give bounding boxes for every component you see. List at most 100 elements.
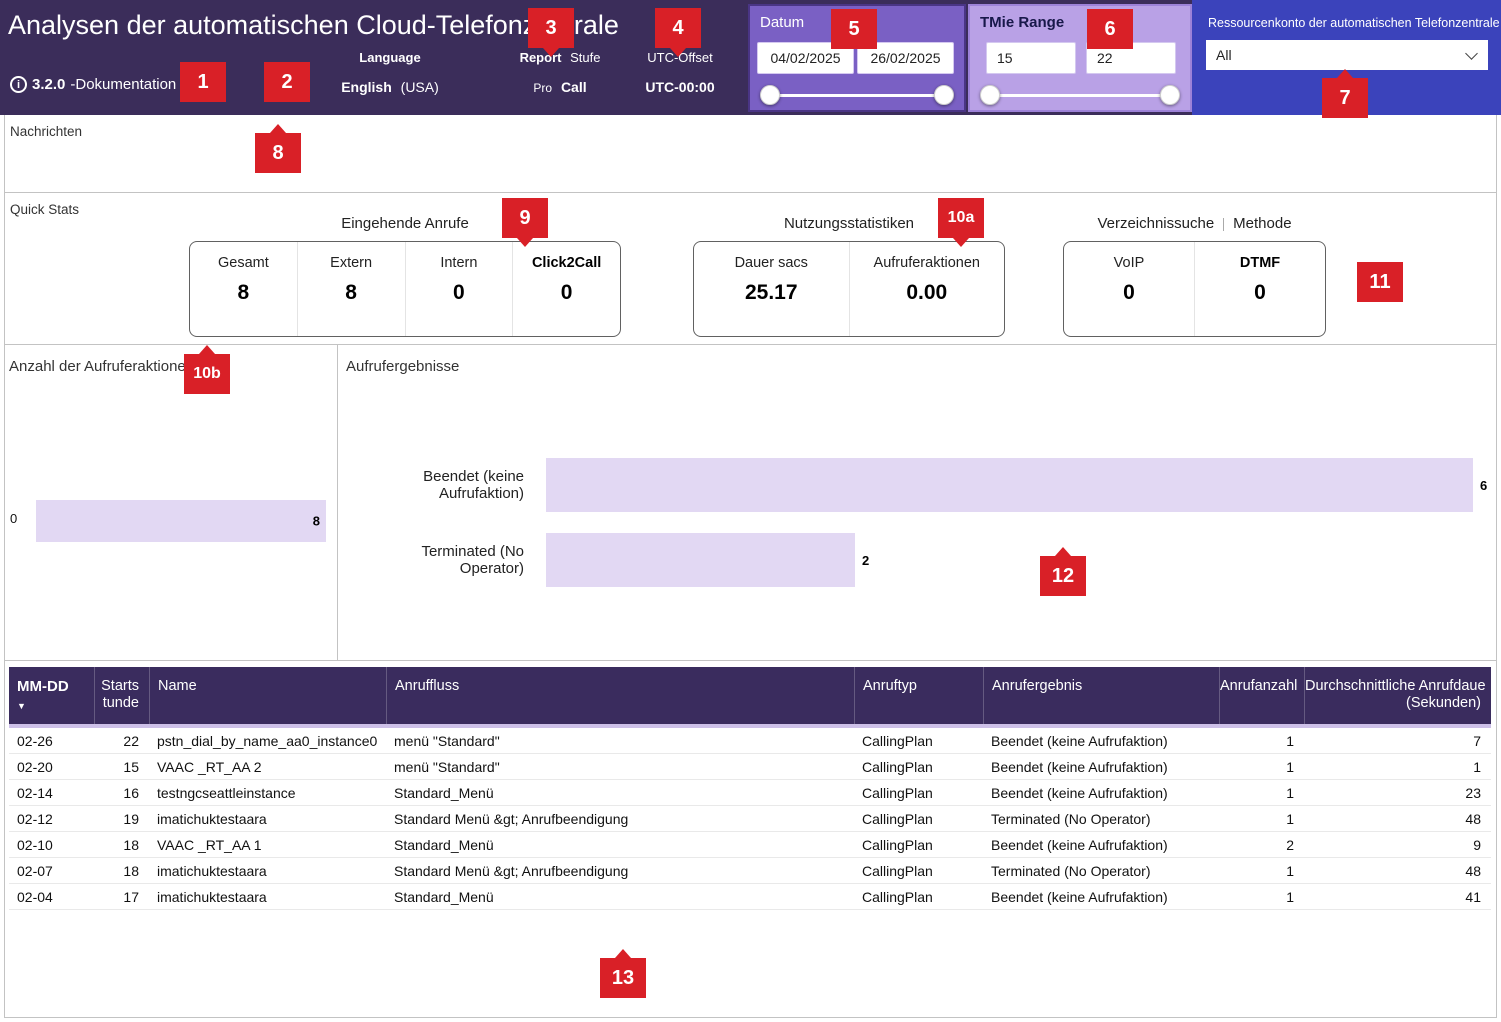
date-range-slider[interactable]	[760, 85, 954, 105]
table-cell: Beendet (keine Aufrufaktion)	[991, 836, 1168, 853]
time-slider-handle-right[interactable]	[1160, 85, 1180, 105]
language-value-region: (USA)	[400, 79, 439, 95]
column-header-name[interactable]: Name	[149, 667, 386, 724]
charts-section: Anzahl der Aufruferaktionen 0 8 Aufrufer…	[4, 345, 1497, 661]
table-cell: 19	[123, 810, 139, 827]
language-filter[interactable]: Language English (USA)	[320, 50, 460, 95]
table-cell: 2	[1286, 836, 1294, 853]
metric-intern: Intern 0	[404, 242, 513, 336]
table-cell: 02-10	[17, 836, 53, 853]
callout-marker-3: 3	[528, 8, 574, 57]
callout-marker-12: 12	[1040, 547, 1086, 596]
chart-bar[interactable]	[546, 458, 1473, 512]
chart-bar[interactable]	[546, 533, 855, 587]
bar-value-label: 2	[861, 552, 870, 568]
table-cell: 1	[1286, 732, 1294, 749]
callout-marker-13: 13	[600, 949, 646, 998]
table-cell: 1	[1286, 862, 1294, 879]
time-filter-label: TMie Range	[980, 14, 1065, 31]
table-cell: 1	[1286, 888, 1294, 905]
header-bar: Analysen der automatischen Cloud-Telefon…	[0, 0, 1501, 115]
directory-search-card: VoIP 0 DTMF 0	[1063, 241, 1326, 337]
resource-filter-label: Ressourcenkonto der automatischen Telefo…	[1208, 16, 1500, 30]
table-cell: Standard_Menü	[394, 836, 494, 853]
call-detail-section: MM-DD ▼ Starts tunde Name Anruffluss Anr…	[4, 661, 1497, 1018]
metric-value: 25.17	[744, 281, 798, 304]
table-row[interactable]: 02-12 19 imatichuktestaara Standard Menü &g…	[9, 806, 1491, 832]
table-row[interactable]: 02-26 22 pstn_dial_by_name_aa0_instance0 me…	[9, 728, 1491, 754]
table-row[interactable]: 02-07 18 imatichuktestaara Standard Menü &g…	[9, 858, 1491, 884]
column-header-anrufdauer[interactable]: Durchschnittliche Anrufdaue (Sekunden)	[1304, 667, 1491, 724]
report-value: Call	[560, 79, 587, 95]
time-range-filter: TMie Range 15 22	[968, 4, 1192, 112]
directory-search-title-right: Methode	[1233, 215, 1292, 232]
callout-marker-7: 7	[1322, 69, 1368, 118]
axis-category-label: 0	[10, 511, 18, 526]
quick-stats-section: Quick Stats Eingehende Anrufe Gesamt 8 E…	[4, 193, 1497, 345]
table-cell: menü "Standard"	[394, 732, 500, 749]
table-cell: VAAC _RT_AA 2	[157, 758, 262, 775]
table-cell: Beendet (keine Aufrufaktion)	[991, 758, 1168, 775]
column-header-mmdd[interactable]: MM-DD ▼	[9, 667, 94, 724]
resource-account-dropdown[interactable]: All	[1206, 40, 1488, 70]
callout-marker-2: 2	[264, 62, 310, 102]
version-number: 3.2.0	[32, 76, 66, 93]
chart-bar[interactable]: 8	[36, 500, 326, 542]
table-cell: 22	[123, 732, 139, 749]
date-slider-handle-right[interactable]	[934, 85, 954, 105]
table-row[interactable]: 02-10 18 VAAC _RT_AA 1 Standard_Menü Calling…	[9, 832, 1491, 858]
chart-plot-area: 6	[546, 458, 1487, 512]
table-cell: 41	[1465, 888, 1481, 905]
table-cell: 02-12	[17, 810, 53, 827]
table-row[interactable]: 02-14 16 testngcseattleinstance Standard_Me…	[9, 780, 1491, 806]
metric-extern: Extern 8	[296, 242, 405, 336]
column-header-anruffluss[interactable]: Anruffluss	[386, 667, 854, 724]
date-from-input[interactable]: 04/02/2025	[757, 42, 854, 74]
language-label: Language	[359, 50, 421, 65]
language-value: English	[341, 79, 392, 95]
table-cell: Beendet (keine Aufrufaktion)	[991, 784, 1168, 801]
table-cell: 18	[123, 836, 139, 853]
time-range-slider[interactable]	[980, 85, 1180, 105]
incoming-calls-title: Eingehende Anrufe	[341, 215, 469, 232]
directory-search-title: Verzeichnissuche Methode	[1063, 215, 1326, 232]
incoming-calls-card: Gesamt 8 Extern 8 Intern 0 Click2Call 0	[189, 241, 621, 337]
info-icon[interactable]: i	[10, 76, 27, 93]
metric-label: Intern	[440, 255, 478, 271]
table-cell: Standard_Menü	[394, 888, 494, 905]
table-cell: 17	[123, 888, 139, 905]
column-header-anruftyp[interactable]: Anruftyp	[854, 667, 983, 724]
usage-stats-card: Dauer sacs 25.17 Aufruferaktionen 0.00	[693, 241, 1005, 337]
table-cell: 02-20	[17, 758, 53, 775]
date-slider-handle-left[interactable]	[760, 85, 780, 105]
table-cell: 15	[123, 758, 139, 775]
report-level-filter[interactable]: Report Stufe Pro Call	[500, 50, 620, 95]
time-slider-handle-left[interactable]	[980, 85, 1000, 105]
utc-offset-filter[interactable]: UTC-Offset UTC-00:00	[630, 50, 730, 95]
table-row[interactable]: 02-04 17 imatichuktestaara Standard_Menü Cal…	[9, 884, 1491, 910]
table-cell: Beendet (keine Aufrufaktion)	[991, 732, 1168, 749]
axis-category-label: Terminated (No Operator)	[421, 543, 524, 577]
column-header-anrufergebnis[interactable]: Anrufergebnis	[983, 667, 1219, 724]
report-value-prefix: Pro	[533, 81, 553, 95]
table-row[interactable]: 02-20 15 VAAC _RT_AA 2 menü "Standard" Calli…	[9, 754, 1491, 780]
metric-label: Click2Call	[531, 255, 602, 271]
quick-stats-label: Quick Stats	[10, 202, 80, 217]
table-cell: CallingPlan	[862, 784, 933, 801]
time-from-input[interactable]: 15	[986, 42, 1076, 74]
table-cell: menü "Standard"	[394, 758, 500, 775]
callout-marker-4: 4	[655, 8, 701, 57]
column-header-anrufanzahl[interactable]: Anrufanzahl	[1219, 667, 1304, 724]
column-header-startstunde[interactable]: Starts tunde	[94, 667, 149, 724]
callout-marker-10b: 10b	[184, 345, 230, 394]
sort-desc-icon[interactable]: ▼	[17, 701, 26, 711]
metric-value: 0	[453, 281, 465, 304]
table-header: MM-DD ▼ Starts tunde Name Anruffluss Anr…	[9, 667, 1491, 724]
metric-value: 0	[560, 281, 573, 304]
table-cell: CallingPlan	[862, 862, 933, 879]
metric-gesamt: Gesamt 8	[190, 242, 297, 336]
call-detail-table: MM-DD ▼ Starts tunde Name Anruffluss Anr…	[9, 667, 1491, 910]
table-cell: Terminated (No Operator)	[991, 810, 1151, 827]
chart-title: Aufrufergebnisse	[346, 358, 460, 375]
chart-plot-area: 2	[546, 533, 1473, 587]
